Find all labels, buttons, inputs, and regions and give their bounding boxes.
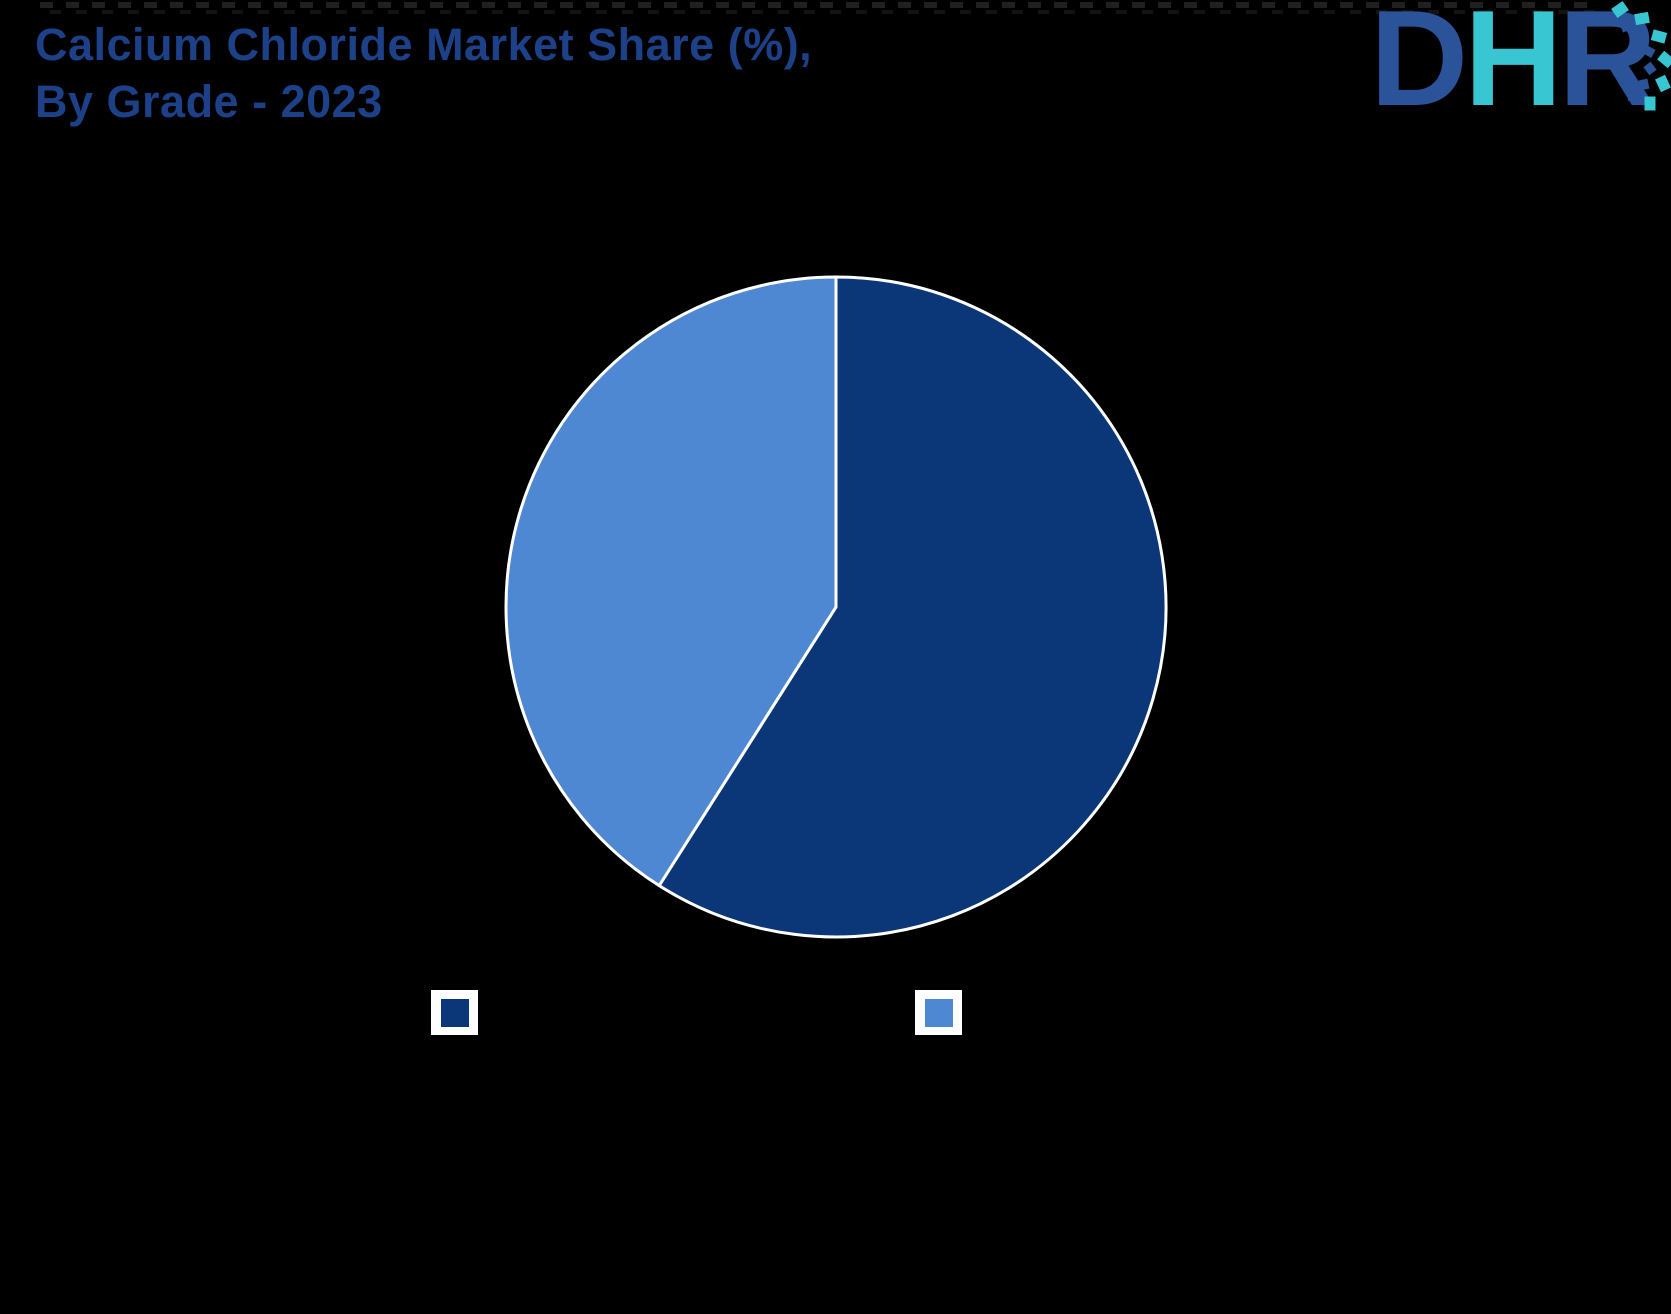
legend-item-1 — [915, 990, 976, 1035]
watermark-strip — [40, 2, 1600, 15]
chart-title-line2: By Grade - 2023 — [35, 76, 383, 127]
pie-chart — [504, 275, 1168, 939]
dhr-logo-letters: DHR — [1370, 0, 1657, 134]
pie-slice-dark — [657, 275, 1168, 939]
legend-swatch-light — [915, 990, 962, 1035]
logo-letter-d: D — [1370, 0, 1468, 134]
logo-letter-h: H — [1464, 0, 1562, 134]
chart-title: Calcium Chloride Market Share (%), By Gr… — [35, 16, 812, 130]
chart-title-line1: Calcium Chloride Market Share (%), — [35, 19, 813, 70]
legend-swatch-dark — [431, 990, 478, 1035]
legend-swatch-dark-fill — [440, 998, 469, 1027]
legend-swatch-light-fill — [924, 998, 953, 1027]
pie-slice-light — [504, 275, 838, 888]
dhr-logo: DHR — [1340, 0, 1671, 149]
legend-item-0 — [431, 990, 492, 1035]
